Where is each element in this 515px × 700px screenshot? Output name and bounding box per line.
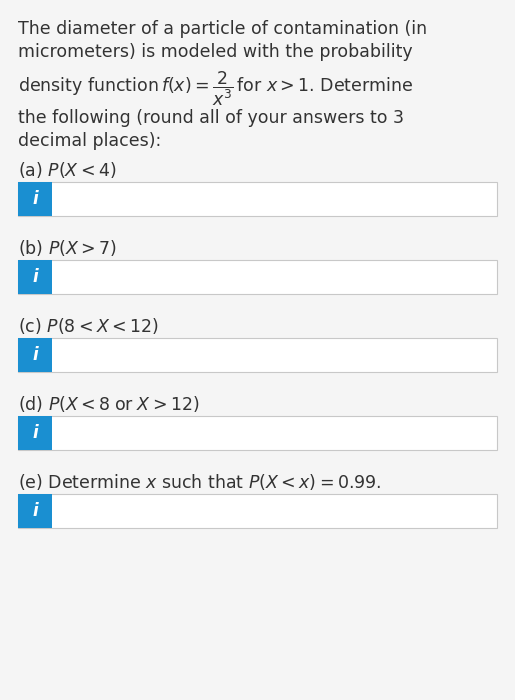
Text: (d) $P(X < 8\;\text{or}\;X > 12)$: (d) $P(X < 8\;\text{or}\;X > 12)$ [18, 394, 199, 414]
Text: i: i [32, 268, 38, 286]
Bar [18, 182, 497, 216]
Bar [18, 182, 52, 216]
Text: (e) Determine $x$ such that $P(X < x) = 0.99$.: (e) Determine $x$ such that $P(X < x) = … [18, 472, 382, 492]
Text: The diameter of a particle of contamination (in: The diameter of a particle of contaminat… [18, 20, 427, 38]
Text: micrometers) is modeled with the probability: micrometers) is modeled with the probabi… [18, 43, 413, 61]
Text: i: i [32, 502, 38, 520]
Text: i: i [32, 190, 38, 208]
Text: (b) $P(X > 7)$: (b) $P(X > 7)$ [18, 238, 117, 258]
Text: i: i [32, 424, 38, 442]
Text: i: i [32, 346, 38, 364]
Text: the following (round all of your answers to 3: the following (round all of your answers… [18, 109, 404, 127]
Text: (a) $P(X < 4)$: (a) $P(X < 4)$ [18, 160, 116, 180]
Bar [18, 416, 52, 450]
Text: density function$\,f(x) = \dfrac{2}{x^3}\,$for $x > 1$. Determine: density function$\,f(x) = \dfrac{2}{x^3}… [18, 69, 413, 108]
Bar [18, 260, 497, 294]
Bar [18, 416, 497, 450]
Text: (c) $P(8 < X < 12)$: (c) $P(8 < X < 12)$ [18, 316, 159, 336]
Bar [18, 494, 52, 528]
Text: decimal places):: decimal places): [18, 132, 161, 150]
Bar [18, 338, 52, 372]
Bar [18, 338, 497, 372]
Bar [18, 260, 52, 294]
Bar [18, 494, 497, 528]
